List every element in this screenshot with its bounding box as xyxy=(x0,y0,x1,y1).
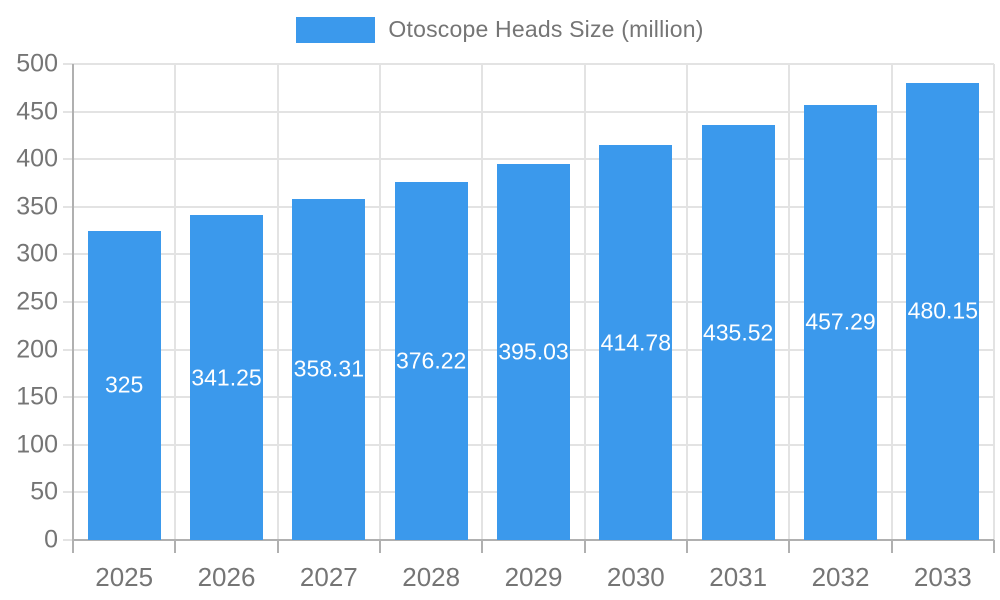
x-tick-label: 2031 xyxy=(709,562,768,592)
y-tick-label: 100 xyxy=(16,430,58,459)
x-tick-label: 2027 xyxy=(299,562,358,592)
bar xyxy=(292,198,366,540)
bar-value-label: 376.22 xyxy=(395,347,467,374)
x-axis-line xyxy=(72,539,994,541)
x-axis-tick xyxy=(993,540,995,553)
h-gridline xyxy=(63,158,994,161)
x-tick-label: 2026 xyxy=(197,562,256,592)
y-tick-label: 400 xyxy=(16,144,58,173)
v-gridline xyxy=(686,64,688,540)
bar xyxy=(804,104,877,540)
x-tick-label: 2033 xyxy=(913,562,972,592)
bar-value-label: 358.31 xyxy=(293,355,365,382)
bar-value-label: 435.52 xyxy=(702,319,774,346)
legend: Otoscope Heads Size (million) xyxy=(0,16,1000,43)
h-gridline xyxy=(63,63,994,65)
bar-value-label: 457.29 xyxy=(805,308,876,335)
bar-value-label: 480.15 xyxy=(907,297,979,324)
x-tick-label: 2029 xyxy=(504,562,563,592)
y-tick-label: 450 xyxy=(16,97,58,126)
x-tick-label: 2028 xyxy=(402,562,461,592)
bar-value-label: 341.25 xyxy=(191,364,262,391)
bar-value-label: 414.78 xyxy=(600,329,672,356)
y-tick-label: 250 xyxy=(16,287,58,316)
bar-value-label: 395.03 xyxy=(498,338,569,365)
x-tick-label: 2032 xyxy=(811,562,870,592)
bar xyxy=(87,230,161,540)
bar xyxy=(701,125,775,540)
bar xyxy=(394,181,468,540)
y-tick-label: 350 xyxy=(16,192,58,221)
x-axis-tick xyxy=(686,540,688,553)
x-axis-tick xyxy=(481,540,484,553)
bar xyxy=(906,82,980,540)
v-gridline xyxy=(379,64,381,540)
bar-value-label: 325 xyxy=(104,371,144,398)
x-axis-tick xyxy=(890,540,893,553)
bar xyxy=(190,215,263,540)
x-axis-tick xyxy=(788,540,791,553)
v-gridline xyxy=(993,64,995,540)
v-gridline xyxy=(890,64,893,540)
v-gridline xyxy=(481,64,484,540)
v-gridline xyxy=(174,64,177,540)
y-tick-label: 0 xyxy=(44,525,58,554)
y-tick-label: 200 xyxy=(16,335,58,364)
h-gridline xyxy=(63,110,994,113)
y-axis-line xyxy=(72,64,74,553)
legend-swatch xyxy=(296,16,376,43)
y-tick-label: 500 xyxy=(16,49,58,78)
bar xyxy=(599,145,673,540)
x-tick-label: 2030 xyxy=(606,562,665,592)
legend-label: Otoscope Heads Size (million) xyxy=(388,16,704,42)
y-tick-label: 50 xyxy=(30,477,58,506)
x-axis-tick xyxy=(379,540,381,553)
y-tick-label: 150 xyxy=(16,382,58,411)
x-tick-label: 2025 xyxy=(95,562,154,592)
v-gridline xyxy=(276,64,279,540)
bar xyxy=(497,163,570,540)
y-tick-label: 300 xyxy=(16,239,58,268)
v-gridline xyxy=(583,64,586,540)
x-axis-tick xyxy=(276,540,279,553)
x-axis-tick xyxy=(583,540,586,553)
x-axis-tick xyxy=(174,540,177,553)
v-gridline xyxy=(788,64,791,540)
